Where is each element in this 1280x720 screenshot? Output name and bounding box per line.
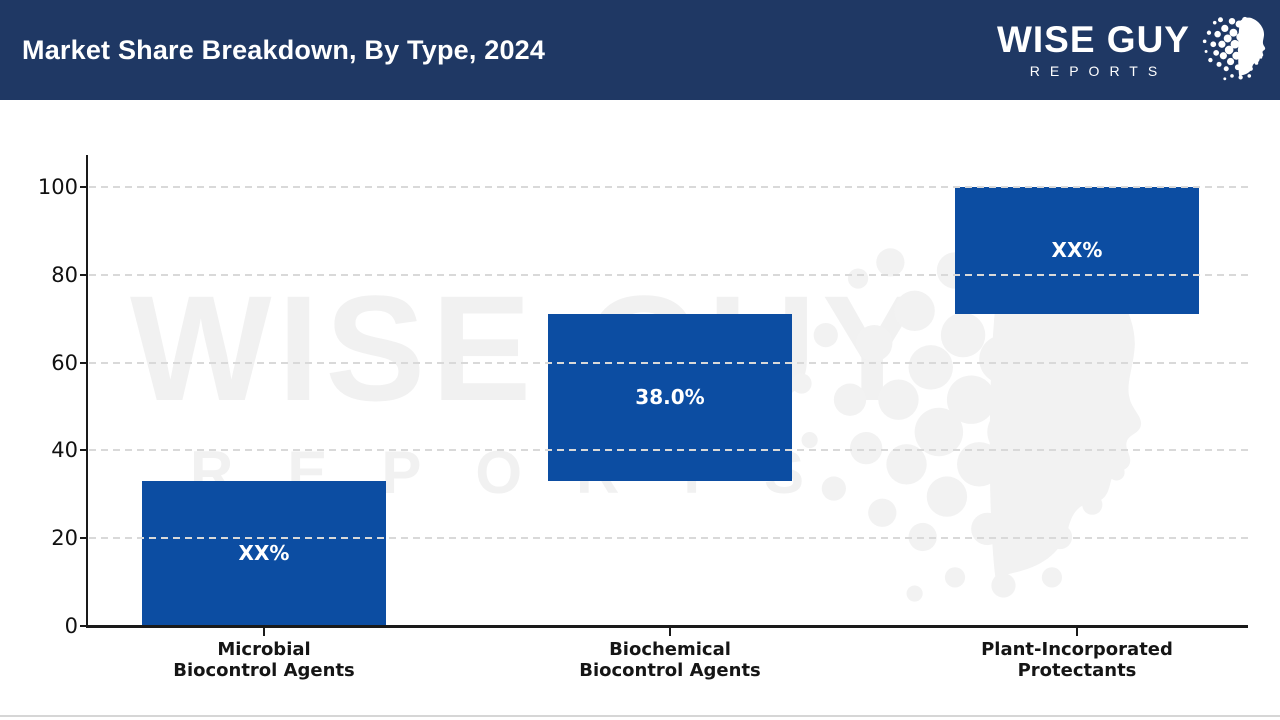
header: Market Share Breakdown, By Type, 2024 WI…	[0, 0, 1280, 100]
x-axis-category-label: Plant-Incorporated Protectants	[907, 639, 1247, 681]
x-axis-category-label: Biochemical Biocontrol Agents	[500, 639, 840, 681]
x-axis-category-line: Microbial	[217, 639, 311, 660]
y-axis-tick-label: 40	[51, 438, 78, 463]
gridline	[89, 537, 1248, 540]
y-axis-tick	[80, 361, 88, 364]
bar-segment	[548, 314, 792, 482]
bottom-border	[0, 715, 1280, 717]
gridline	[89, 186, 1248, 188]
x-axis-tick	[669, 628, 671, 636]
bar-value-label: XX%	[238, 540, 290, 565]
y-axis-tick	[80, 449, 88, 452]
x-axis-category-line: Plant-Incorporated	[981, 639, 1173, 660]
bar-value-label: 38.0%	[635, 384, 705, 409]
x-axis-tick	[1076, 628, 1078, 636]
dotted-face-icon	[1202, 16, 1266, 81]
bar-segment	[955, 187, 1199, 315]
y-axis-tick-label: 100	[37, 175, 78, 199]
x-axis-category-line: Biochemical	[609, 639, 731, 660]
y-axis-tick	[80, 186, 88, 188]
logo-text: WISE GUY REPORTS	[997, 21, 1190, 79]
x-axis-tick	[263, 628, 265, 636]
x-axis-category-line: Biocontrol Agents	[579, 660, 761, 681]
y-axis-tick-label: 0	[64, 614, 78, 638]
bar-value-label: XX%	[1051, 237, 1103, 262]
x-axis-category-line: Protectants	[1017, 660, 1137, 681]
y-axis-tick	[80, 537, 88, 540]
bar-segment	[142, 481, 386, 626]
y-axis-tick-label: 20	[51, 526, 78, 551]
x-axis-category-line: Biocontrol Agents	[173, 660, 355, 681]
gridline	[89, 361, 1248, 364]
y-axis-tick-label: 60	[51, 350, 78, 375]
logo-subtext: REPORTS	[1029, 63, 1168, 79]
y-axis-tick	[80, 625, 88, 627]
gridline	[89, 449, 1248, 452]
y-axis-tick-label: 80	[51, 262, 78, 287]
x-axis-spine	[86, 625, 1248, 628]
wise-guy-reports-logo: WISE GUY REPORTS	[997, 6, 1268, 94]
gridline	[89, 273, 1248, 276]
page-title: Market Share Breakdown, By Type, 2024	[22, 34, 546, 65]
y-axis-tick	[80, 273, 88, 276]
logo-wordmark: WISE GUY	[996, 19, 1190, 60]
x-axis-category-label: Microbial Biocontrol Agents	[94, 639, 434, 681]
y-axis-spine	[86, 155, 88, 627]
